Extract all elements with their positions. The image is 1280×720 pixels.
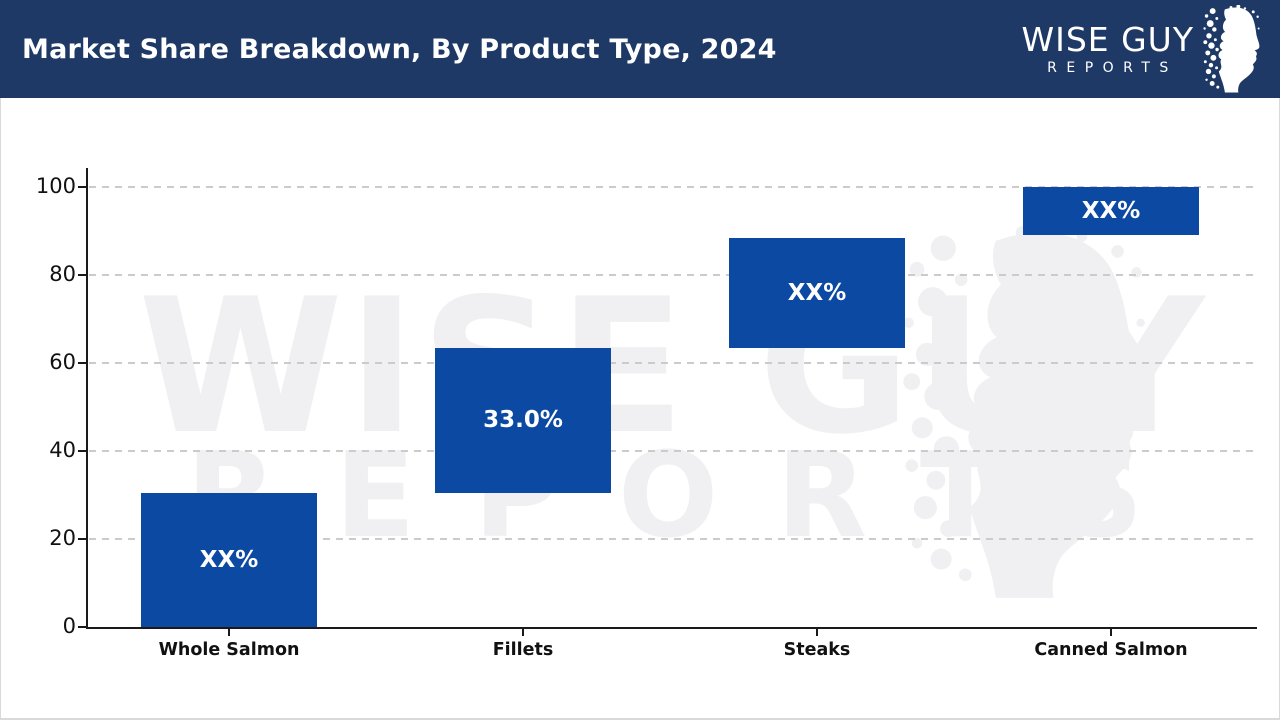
y-tick-mark-20: [78, 538, 87, 540]
bar-value-label-canned-salmon: XX%: [1081, 198, 1141, 225]
y-tick-mark-60: [78, 362, 87, 364]
x-tick-mark-canned-salmon: [1110, 629, 1112, 636]
y-axis-tick-label: 20: [49, 526, 76, 550]
gridline-80: [89, 274, 1257, 276]
gridline-40: [89, 450, 1257, 452]
y-axis-tick-label: 40: [49, 438, 76, 462]
bar-canned-salmon: XX%: [1023, 187, 1199, 236]
y-tick-mark-40: [78, 450, 87, 452]
y-axis-tick-label: 80: [49, 262, 76, 286]
brand-subname: REPORTS: [1047, 60, 1178, 76]
gridline-20: [89, 538, 1257, 540]
bar-steaks: XX%: [729, 237, 905, 348]
brand-logo-text: WISE GUY REPORTS: [1021, 23, 1194, 75]
y-axis-tick-label: 60: [49, 350, 76, 374]
bar-fillets: 33.0%: [435, 347, 611, 493]
y-tick-mark-100: [78, 186, 87, 188]
header-bar: Market Share Breakdown, By Product Type,…: [0, 0, 1280, 98]
x-axis-line: [86, 627, 1257, 629]
y-axis-tick-label: 100: [35, 174, 76, 198]
x-tick-mark-whole-salmon: [228, 629, 230, 636]
y-axis-line: [86, 168, 88, 629]
y-tick-mark-0: [78, 626, 87, 628]
bar-whole-salmon: XX%: [141, 492, 317, 627]
x-axis-label-canned-salmon: Canned Salmon: [1034, 640, 1188, 660]
gridline-60: [89, 362, 1257, 364]
brand-name: WISE GUY: [1021, 20, 1194, 59]
bar-value-label-steaks: XX%: [787, 279, 847, 306]
page-title: Market Share Breakdown, By Product Type,…: [22, 33, 777, 65]
x-tick-mark-steaks: [816, 629, 818, 636]
gridline-100: [89, 186, 1257, 188]
y-axis-tick-label: 0: [62, 614, 76, 638]
x-axis-label-steaks: Steaks: [783, 640, 851, 660]
y-tick-mark-80: [78, 274, 87, 276]
face-dots-logo-icon: [1200, 5, 1262, 93]
x-tick-mark-fillets: [522, 629, 524, 636]
x-axis-label-fillets: Fillets: [492, 640, 554, 660]
bar-value-label-whole-salmon: XX%: [199, 546, 259, 573]
brand-logo: WISE GUY REPORTS: [1021, 5, 1262, 93]
bar-value-label-fillets: 33.0%: [483, 407, 563, 434]
x-axis-label-whole-salmon: Whole Salmon: [158, 640, 300, 660]
watermark-face-dots: [896, 219, 1148, 604]
